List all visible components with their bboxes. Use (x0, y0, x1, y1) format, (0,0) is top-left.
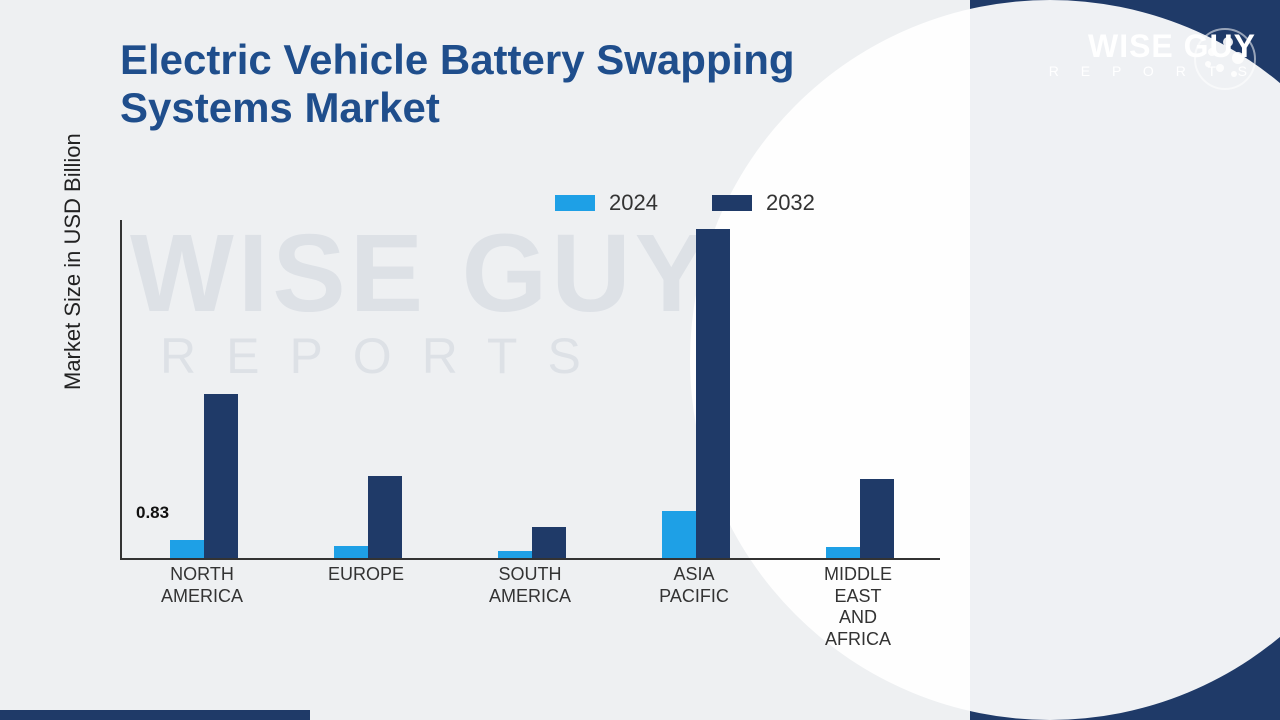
legend-item: 2024 (555, 190, 658, 216)
legend-swatch (712, 195, 752, 211)
x-axis-label: EUROPE (284, 564, 448, 650)
bar-group (286, 476, 450, 558)
bar (368, 476, 402, 558)
bottom-accent-strip (0, 710, 310, 720)
bar (532, 527, 566, 558)
bar (696, 229, 730, 558)
y-axis-label: Market Size in USD Billion (60, 133, 86, 390)
bar (826, 547, 860, 558)
logo-head-icon (1190, 24, 1260, 104)
bar-group (450, 527, 614, 558)
legend-label: 2024 (609, 190, 658, 216)
legend-item: 2032 (712, 190, 815, 216)
bar (662, 511, 696, 558)
bar-group (778, 479, 942, 558)
bar (204, 394, 238, 558)
x-axis-label: NORTH AMERICA (120, 564, 284, 650)
legend-swatch (555, 195, 595, 211)
x-axis-label: MIDDLE EAST AND AFRICA (776, 564, 940, 650)
x-axis-labels: NORTH AMERICAEUROPESOUTH AMERICAASIA PAC… (120, 564, 940, 650)
chart-stage: WISE GUY REPORTS WISE GUY R E P O R T S … (0, 0, 1280, 720)
chart-area: 0.83 NORTH AMERICAEUROPESOUTH AMERICAASI… (120, 220, 940, 590)
bar (170, 540, 204, 558)
bar-group (614, 229, 778, 558)
chart-title: Electric Vehicle Battery Swapping System… (120, 36, 820, 133)
x-axis-label: ASIA PACIFIC (612, 564, 776, 650)
bar (498, 551, 532, 558)
bar-group (122, 394, 286, 558)
legend: 2024 2032 (555, 190, 815, 216)
y-tick-label: 0.83 (136, 503, 169, 523)
legend-label: 2032 (766, 190, 815, 216)
bar (860, 479, 894, 558)
bar (334, 546, 368, 558)
x-axis-label: SOUTH AMERICA (448, 564, 612, 650)
plot-area: 0.83 (120, 220, 940, 560)
